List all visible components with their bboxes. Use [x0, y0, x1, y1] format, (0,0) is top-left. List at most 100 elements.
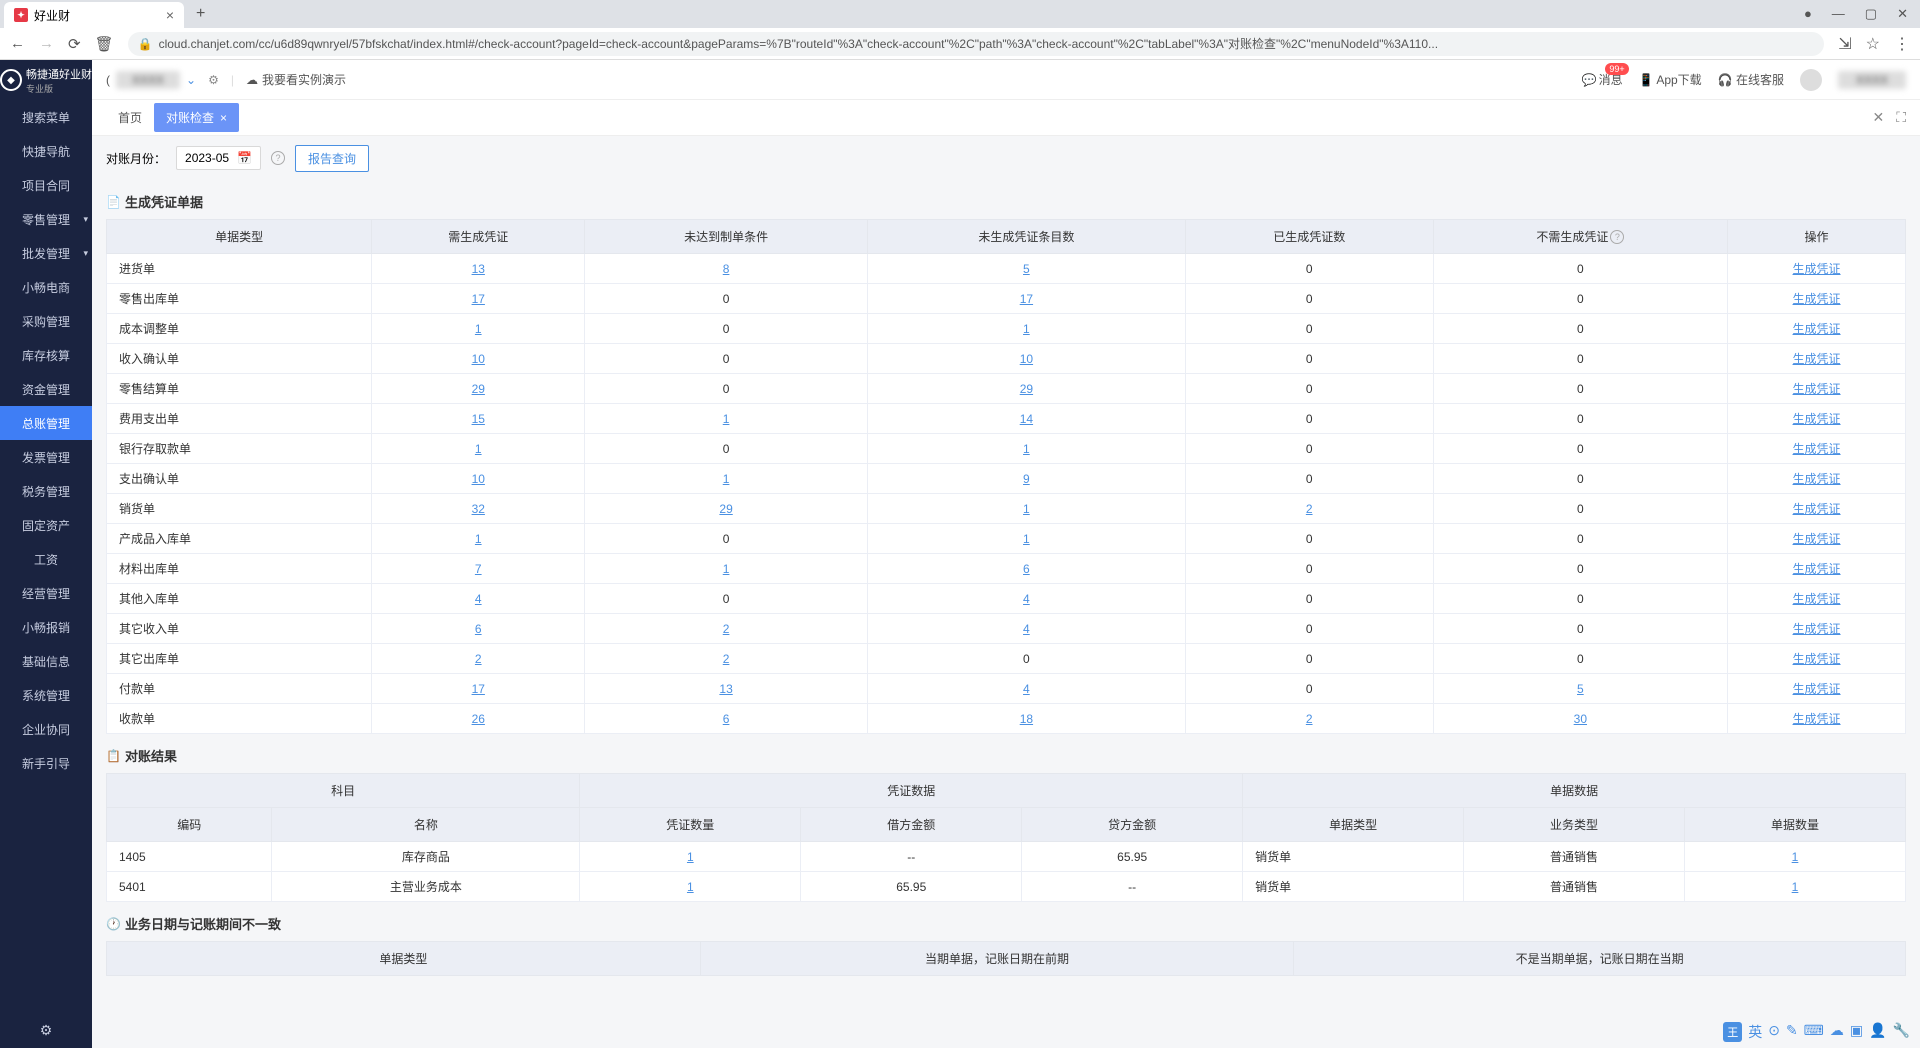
org-selector[interactable]: ( XXXX ⌄ [106, 71, 196, 89]
sidebar-item[interactable]: 小畅报销 [0, 610, 92, 644]
install-icon[interactable]: ⇲ [1838, 34, 1851, 54]
sidebar-item[interactable]: 搜索菜单 [0, 100, 92, 134]
link-cell[interactable]: 17 [372, 284, 585, 314]
sidebar-item[interactable]: 小畅电商 [0, 270, 92, 304]
maximize-icon[interactable]: ▢ [1865, 6, 1877, 22]
link-cell[interactable]: 1 [1685, 872, 1906, 902]
customer-service-button[interactable]: 🎧 在线客服 [1718, 71, 1784, 88]
link-cell[interactable]: 8 [585, 254, 868, 284]
account-icon[interactable]: ● [1804, 6, 1812, 22]
link-cell[interactable]: 1 [867, 494, 1185, 524]
delete-icon[interactable]: 🗑 [95, 35, 114, 53]
generate-voucher-link[interactable]: 生成凭证 [1728, 344, 1906, 374]
close-window-icon[interactable]: ✕ [1897, 6, 1908, 22]
generate-voucher-link[interactable]: 生成凭证 [1728, 434, 1906, 464]
link-cell[interactable]: 5 [1433, 674, 1727, 704]
ime-keyboard-icon[interactable]: ⌨ [1804, 1022, 1824, 1042]
generate-voucher-link[interactable]: 生成凭证 [1728, 674, 1906, 704]
minimize-icon[interactable]: — [1832, 6, 1845, 22]
generate-voucher-link[interactable]: 生成凭证 [1728, 284, 1906, 314]
link-cell[interactable]: 13 [372, 254, 585, 284]
generate-voucher-link[interactable]: 生成凭证 [1728, 254, 1906, 284]
link-cell[interactable]: 10 [867, 344, 1185, 374]
ime-cloud-icon[interactable]: ☁ [1830, 1022, 1844, 1042]
demo-link[interactable]: ☁ 我要看实例演示 [246, 71, 346, 88]
back-icon[interactable]: ← [10, 35, 25, 52]
link-cell[interactable]: 1 [372, 434, 585, 464]
sidebar-item[interactable]: 企业协同 [0, 712, 92, 746]
tab-home[interactable]: 首页 [106, 103, 154, 132]
link-cell[interactable]: 4 [867, 674, 1185, 704]
link-cell[interactable]: 2 [1185, 494, 1433, 524]
link-cell[interactable]: 5 [867, 254, 1185, 284]
link-cell[interactable]: 18 [867, 704, 1185, 734]
ime-box-icon[interactable]: ▣ [1850, 1022, 1863, 1042]
sidebar-item[interactable]: 库存核算 [0, 338, 92, 372]
link-cell[interactable]: 26 [372, 704, 585, 734]
link-cell[interactable]: 1 [580, 872, 801, 902]
link-cell[interactable]: 1 [585, 404, 868, 434]
help-icon[interactable]: ? [271, 151, 285, 165]
generate-voucher-link[interactable]: 生成凭证 [1728, 524, 1906, 554]
help-icon[interactable]: ? [1610, 230, 1624, 244]
sidebar-item[interactable]: 项目合同 [0, 168, 92, 202]
tab-check-account[interactable]: 对账检查 × [154, 103, 239, 132]
sidebar-item[interactable]: 零售管理▾ [0, 202, 92, 236]
generate-voucher-link[interactable]: 生成凭证 [1728, 644, 1906, 674]
sidebar-item[interactable]: 资金管理 [0, 372, 92, 406]
link-cell[interactable]: 1 [372, 524, 585, 554]
ime-person-icon[interactable]: 👤 [1869, 1022, 1886, 1042]
generate-voucher-link[interactable]: 生成凭证 [1728, 584, 1906, 614]
ime-tool-icon[interactable]: 🔧 [1893, 1022, 1910, 1042]
new-tab-button[interactable]: + [196, 5, 205, 23]
link-cell[interactable]: 1 [867, 434, 1185, 464]
link-cell[interactable]: 4 [372, 584, 585, 614]
sidebar-item[interactable]: 总账管理 [0, 406, 92, 440]
sidebar-item[interactable]: 固定资产 [0, 508, 92, 542]
reload-icon[interactable]: ⟳ [68, 35, 81, 53]
link-cell[interactable]: 2 [1185, 704, 1433, 734]
close-tab-icon[interactable]: × [220, 111, 227, 125]
link-cell[interactable]: 1 [867, 314, 1185, 344]
link-cell[interactable]: 2 [372, 644, 585, 674]
sidebar-item[interactable]: 基础信息 [0, 644, 92, 678]
link-cell[interactable]: 2 [585, 614, 868, 644]
sidebar-item[interactable]: 税务管理 [0, 474, 92, 508]
link-cell[interactable]: 4 [867, 614, 1185, 644]
sidebar-item[interactable]: 采购管理 [0, 304, 92, 338]
link-cell[interactable]: 6 [372, 614, 585, 644]
link-cell[interactable]: 4 [867, 584, 1185, 614]
app-download-button[interactable]: 📱 App下载 [1639, 71, 1702, 88]
link-cell[interactable]: 1 [372, 314, 585, 344]
link-cell[interactable]: 10 [372, 344, 585, 374]
sidebar-item[interactable]: 系统管理 [0, 678, 92, 712]
link-cell[interactable]: 29 [585, 494, 868, 524]
close-icon[interactable]: × [166, 7, 174, 23]
gear-icon[interactable]: ⚙ [208, 73, 219, 87]
fullscreen-icon[interactable]: ⛶ [1896, 109, 1906, 126]
link-cell[interactable]: 2 [585, 644, 868, 674]
link-cell[interactable]: 32 [372, 494, 585, 524]
generate-voucher-link[interactable]: 生成凭证 [1728, 614, 1906, 644]
link-cell[interactable]: 17 [372, 674, 585, 704]
menu-icon[interactable]: ⋮ [1894, 34, 1910, 54]
browser-tab[interactable]: ✦ 好业财 × [4, 2, 184, 28]
sidebar-item[interactable]: 发票管理 [0, 440, 92, 474]
link-cell[interactable]: 30 [1433, 704, 1727, 734]
month-picker[interactable]: 2023-05 📅 [176, 146, 261, 170]
star-icon[interactable]: ☆ [1866, 34, 1880, 54]
link-cell[interactable]: 1 [585, 554, 868, 584]
generate-voucher-link[interactable]: 生成凭证 [1728, 374, 1906, 404]
link-cell[interactable]: 6 [585, 704, 868, 734]
link-cell[interactable]: 6 [867, 554, 1185, 584]
link-cell[interactable]: 13 [585, 674, 868, 704]
messages-button[interactable]: 💬 消息 99+ [1582, 71, 1623, 88]
link-cell[interactable]: 1 [1685, 842, 1906, 872]
link-cell[interactable]: 17 [867, 284, 1185, 314]
link-cell[interactable]: 1 [580, 842, 801, 872]
ime-lang-icon[interactable]: 英 [1748, 1022, 1762, 1042]
link-cell[interactable]: 10 [372, 464, 585, 494]
link-cell[interactable]: 29 [372, 374, 585, 404]
generate-voucher-link[interactable]: 生成凭证 [1728, 554, 1906, 584]
close-all-tabs-icon[interactable]: ✕ [1872, 109, 1884, 126]
